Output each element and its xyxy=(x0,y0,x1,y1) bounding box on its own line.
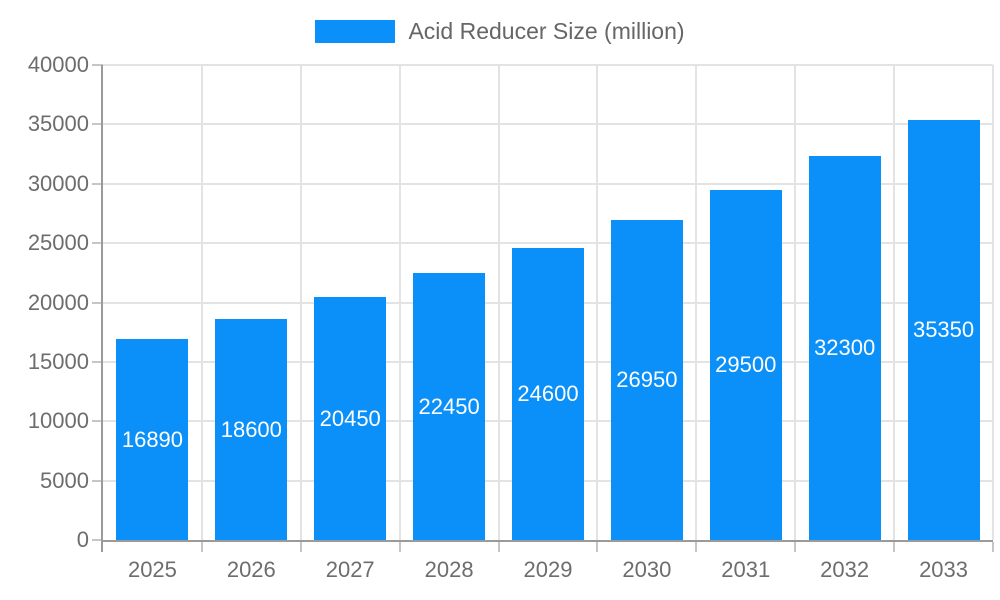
y-tick-label: 10000 xyxy=(27,408,89,434)
legend-label: Acid Reducer Size (million) xyxy=(408,18,685,44)
x-gridline xyxy=(695,65,698,540)
x-tick xyxy=(299,542,302,552)
y-tick-label: 30000 xyxy=(27,170,89,196)
bar-value-label: 26950 xyxy=(616,366,678,392)
x-gridline xyxy=(992,65,994,540)
y-gridline xyxy=(103,123,993,126)
bar xyxy=(215,319,288,540)
bar xyxy=(413,273,486,540)
x-gridline xyxy=(794,65,797,540)
x-tick xyxy=(596,542,599,552)
y-tick-label: 5000 xyxy=(40,467,89,493)
bar xyxy=(314,297,387,540)
x-tick xyxy=(200,542,203,552)
y-tick-label: 40000 xyxy=(27,52,89,77)
x-tick-label: 2027 xyxy=(325,557,375,582)
y-tick-label: 25000 xyxy=(27,230,89,256)
x-gridline xyxy=(200,65,203,540)
bar xyxy=(709,189,782,540)
x-tick-label: 2031 xyxy=(721,557,771,582)
y-tick xyxy=(92,360,103,363)
y-tick xyxy=(92,301,103,304)
bar xyxy=(907,120,980,540)
x-gridline xyxy=(893,65,896,540)
x-tick-label: 2025 xyxy=(127,557,177,582)
bar xyxy=(808,156,881,540)
x-tick-label: 2030 xyxy=(622,557,672,582)
x-tick-label: 2033 xyxy=(919,557,969,582)
y-tick-label: 0 xyxy=(76,527,89,552)
x-gridline xyxy=(398,65,401,540)
y-tick xyxy=(92,479,103,482)
x-tick xyxy=(992,542,994,552)
y-gridline xyxy=(103,64,993,66)
bar xyxy=(610,219,683,540)
x-tick xyxy=(893,542,896,552)
x-gridline xyxy=(497,65,500,540)
bar-value-label: 20450 xyxy=(319,405,381,431)
y-tick-label: 35000 xyxy=(27,111,89,137)
bar-value-label: 32300 xyxy=(814,335,876,361)
y-gridline xyxy=(103,242,993,245)
x-gridline xyxy=(596,65,599,540)
y-gridline xyxy=(103,182,993,185)
x-tick xyxy=(398,542,401,552)
x-tick xyxy=(695,542,698,552)
bar-value-label: 29500 xyxy=(715,351,777,377)
y-axis-line xyxy=(101,65,103,552)
bar-value-label: 35350 xyxy=(912,317,975,343)
x-tick-label: 2032 xyxy=(820,557,870,582)
y-tick xyxy=(92,64,103,66)
y-tick-label: 15000 xyxy=(27,348,89,374)
y-tick-label: 20000 xyxy=(27,289,89,315)
y-tick xyxy=(92,539,103,541)
bar-value-label: 16890 xyxy=(121,426,184,452)
y-tick xyxy=(92,242,103,245)
x-tick-label: 2029 xyxy=(523,557,573,582)
y-tick xyxy=(92,123,103,126)
bar-value-label: 22450 xyxy=(418,393,480,419)
bar xyxy=(512,247,584,540)
legend-swatch xyxy=(315,20,396,43)
legend[interactable]: Acid Reducer Size (million) xyxy=(0,18,1000,45)
x-tick-label: 2026 xyxy=(226,557,276,582)
x-tick xyxy=(497,542,500,552)
y-tick xyxy=(92,420,103,423)
y-tick xyxy=(92,182,103,185)
bar xyxy=(116,339,189,540)
x-gridline xyxy=(299,65,302,540)
x-tick xyxy=(794,542,797,552)
bar-value-label: 18600 xyxy=(220,416,282,442)
x-axis-line xyxy=(101,540,993,542)
x-tick-label: 2028 xyxy=(424,557,474,582)
bar-value-label: 24600 xyxy=(517,380,579,406)
